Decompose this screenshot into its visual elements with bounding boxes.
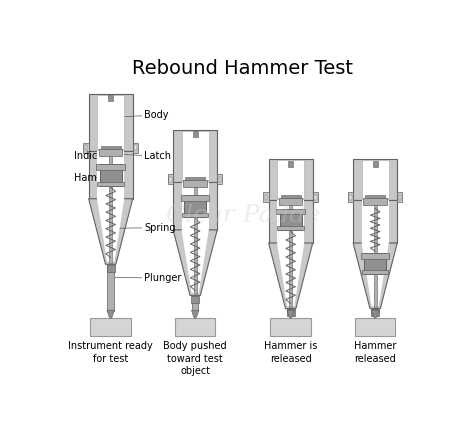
Bar — [280, 209, 301, 230]
Bar — [349, 195, 352, 199]
Polygon shape — [362, 243, 389, 306]
Bar — [269, 200, 313, 243]
Bar — [362, 200, 389, 243]
Polygon shape — [107, 310, 114, 319]
Bar — [185, 177, 205, 180]
Bar — [287, 309, 295, 316]
Bar — [277, 200, 304, 243]
Polygon shape — [182, 230, 209, 293]
Bar — [353, 200, 397, 243]
Text: Hammer
released: Hammer released — [354, 341, 396, 364]
Bar — [89, 94, 133, 151]
Bar — [364, 198, 387, 205]
Bar — [184, 196, 206, 217]
Bar — [397, 192, 402, 202]
Polygon shape — [353, 243, 397, 308]
Bar — [192, 131, 198, 137]
Bar — [219, 177, 221, 181]
Text: Plunger: Plunger — [115, 273, 182, 283]
Text: Spring: Spring — [117, 223, 176, 233]
Bar — [173, 182, 217, 230]
Bar — [183, 180, 207, 187]
Bar — [348, 192, 353, 202]
Polygon shape — [97, 199, 124, 262]
Bar — [314, 195, 317, 199]
Text: Indicator: Indicator — [74, 151, 117, 161]
Bar — [169, 177, 172, 181]
Bar — [264, 192, 269, 202]
Bar — [181, 196, 210, 201]
Bar — [84, 145, 87, 150]
Bar — [217, 174, 222, 184]
Bar — [192, 296, 199, 311]
Polygon shape — [269, 243, 313, 308]
Bar — [374, 205, 377, 307]
Bar — [89, 151, 133, 199]
Polygon shape — [287, 310, 294, 319]
Bar — [277, 160, 304, 199]
Bar — [287, 308, 294, 311]
Bar — [107, 265, 115, 271]
Bar — [100, 164, 122, 186]
Bar — [91, 319, 131, 337]
Bar — [399, 195, 401, 199]
Bar — [264, 195, 267, 199]
Bar — [96, 164, 125, 170]
Bar — [194, 187, 197, 294]
Bar — [134, 145, 137, 150]
Polygon shape — [277, 243, 304, 306]
Text: Hammer: Hammer — [74, 173, 116, 183]
Bar — [108, 95, 113, 101]
Bar — [313, 192, 318, 202]
Text: Clear Padde: Clear Padde — [166, 204, 320, 227]
Text: Rebound Hammer Test: Rebound Hammer Test — [132, 59, 354, 78]
Bar — [271, 319, 311, 337]
Bar — [99, 149, 122, 156]
Bar — [355, 319, 395, 337]
Bar — [175, 319, 215, 337]
Bar — [191, 296, 199, 303]
Bar — [168, 174, 173, 184]
Bar — [108, 264, 114, 311]
Text: Body: Body — [122, 110, 169, 120]
Bar — [373, 161, 378, 167]
Bar — [365, 195, 385, 198]
Bar — [173, 130, 217, 182]
Text: Latch: Latch — [122, 151, 172, 161]
Bar — [133, 143, 138, 153]
Text: Body pushed
toward test
object: Body pushed toward test object — [164, 341, 227, 376]
Bar — [83, 143, 89, 153]
Polygon shape — [89, 199, 133, 264]
Bar — [361, 253, 390, 259]
Bar — [353, 159, 397, 200]
Text: Hammer is
released: Hammer is released — [264, 341, 318, 364]
Bar — [289, 205, 292, 307]
Bar — [98, 181, 124, 186]
Bar — [276, 209, 305, 214]
Bar — [281, 195, 301, 198]
Bar — [362, 160, 389, 199]
Bar — [182, 131, 209, 180]
Bar — [372, 308, 378, 311]
Polygon shape — [173, 230, 217, 296]
Bar — [371, 309, 379, 316]
Bar — [182, 213, 209, 217]
Polygon shape — [191, 310, 199, 319]
Bar — [97, 151, 124, 199]
Bar — [277, 226, 304, 230]
Bar — [97, 95, 124, 149]
Polygon shape — [372, 310, 379, 319]
Bar — [269, 159, 313, 200]
Bar — [100, 146, 121, 149]
Text: Instrument ready
for test: Instrument ready for test — [68, 341, 153, 364]
Bar — [279, 198, 302, 205]
Bar — [109, 156, 112, 263]
Bar — [288, 161, 293, 167]
Bar — [362, 270, 388, 274]
Bar — [182, 182, 209, 230]
Bar — [364, 253, 386, 274]
